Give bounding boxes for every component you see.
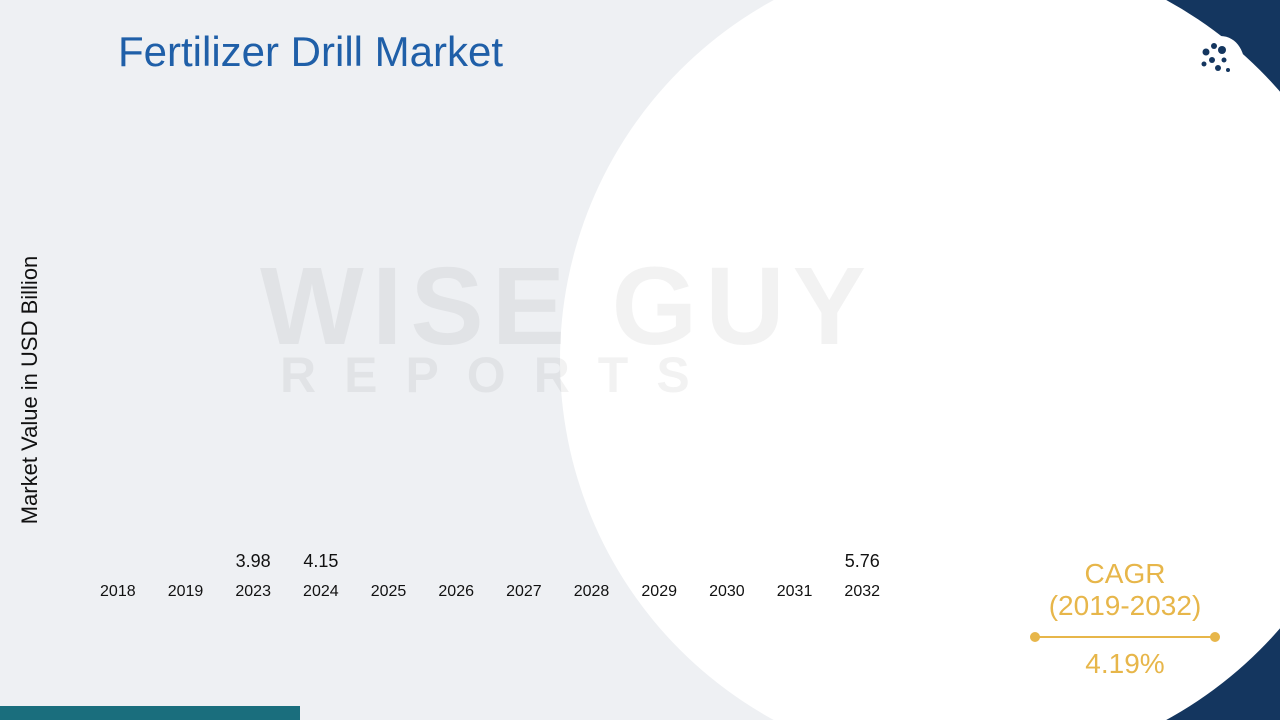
cagr-block: CAGR (2019-2032) 4.19%	[1010, 558, 1240, 680]
bars-container: 3.98 4.15 5.76	[90, 175, 890, 575]
cagr-period: (2019-2032)	[1010, 590, 1240, 622]
bar-wrap	[432, 551, 480, 575]
cagr-title: CAGR	[1010, 558, 1240, 590]
x-tick-label: 2019	[162, 579, 210, 605]
x-tick-label: 2024	[297, 579, 345, 605]
bar-wrap	[94, 551, 142, 575]
bar-wrap: 3.98	[229, 551, 277, 575]
footer-strip	[0, 706, 300, 720]
x-tick-label: 2027	[500, 579, 548, 605]
bar-wrap	[703, 551, 751, 575]
bar-wrap	[162, 551, 210, 575]
x-tick-label: 2026	[432, 579, 480, 605]
market-chart: Market Value in USD Billion 3.984.155.76…	[70, 175, 890, 605]
bar-wrap	[635, 551, 683, 575]
x-tick-label: 2031	[771, 579, 819, 605]
bar-wrap	[568, 551, 616, 575]
bar-value-label: 4.15	[303, 551, 338, 571]
bar-wrap	[771, 551, 819, 575]
page-title: Fertilizer Drill Market	[118, 28, 503, 76]
bar-wrap: 5.76	[838, 551, 886, 575]
x-tick-label: 2029	[635, 579, 683, 605]
brand-logo: WISE GU REPORTS	[990, 28, 1250, 116]
x-tick-label: 2023	[229, 579, 277, 605]
brand-logo-svg: WISE GU REPORTS	[990, 28, 1250, 116]
x-tick-label: 2025	[365, 579, 413, 605]
x-tick-label: 2018	[94, 579, 142, 605]
bar-wrap	[500, 551, 548, 575]
x-tick-label: 2028	[568, 579, 616, 605]
x-tick-label: 2032	[838, 579, 886, 605]
bar-value-label: 5.76	[845, 551, 880, 571]
bar-wrap	[365, 551, 413, 575]
infographic-stage: WISE GUY REPORTS Fertilizer Drill Market…	[0, 0, 1280, 720]
x-axis-labels: 2018 2019 2023 2024 2025 2026 2027 2028 2029 2030…	[90, 579, 890, 605]
plot-area: 3.98 4.15 5.76	[90, 175, 890, 575]
y-axis-label: Market Value in USD Billion	[17, 256, 43, 525]
cagr-value: 4.19%	[1010, 648, 1240, 680]
bar-value-label: 3.98	[236, 551, 271, 571]
bar-wrap: 4.15	[297, 551, 345, 575]
cagr-divider	[1035, 636, 1215, 638]
svg-text:WISE GU: WISE GU	[990, 30, 1146, 70]
svg-text:REPORTS: REPORTS	[990, 73, 1147, 95]
x-tick-label: 2030	[703, 579, 751, 605]
